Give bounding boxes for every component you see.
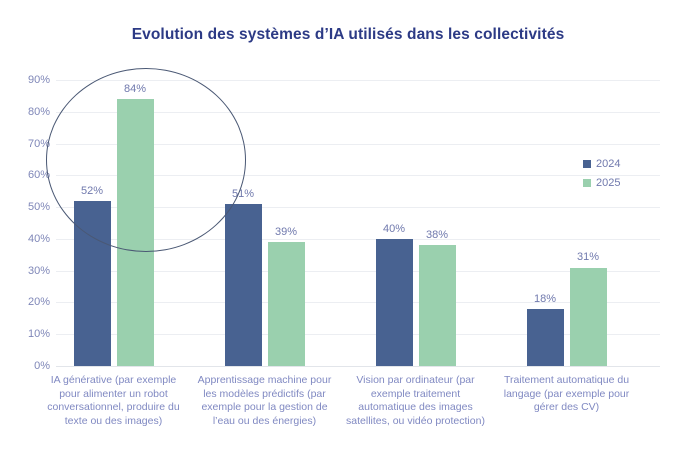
chart-title: Evolution des systèmes d’IA utilisés dan… xyxy=(131,26,565,43)
gridline xyxy=(56,302,660,304)
bar-2025-4 xyxy=(569,267,607,366)
bar-value-label: 18% xyxy=(533,292,557,305)
bar-2025-1 xyxy=(116,99,154,366)
bar-value-label: 51% xyxy=(231,187,255,200)
plot-area: 0% 10% 20% 30% 40% 50% 60% 70% 80% 90% 52% 84% 51% 39… xyxy=(28,74,660,372)
y-axis-tick-label: 80% xyxy=(27,105,50,118)
gridline xyxy=(56,334,660,336)
y-axis-tick-label: 30% xyxy=(27,264,50,277)
y-axis-tick-label: 40% xyxy=(27,232,50,245)
legend-item-2024[interactable]: 2024 xyxy=(583,158,620,170)
y-axis-tick-label: 10% xyxy=(27,328,50,341)
gridline xyxy=(56,111,660,113)
bar-value-label: 38% xyxy=(425,229,449,242)
y-axis-tick-label: 70% xyxy=(27,137,50,150)
gridline xyxy=(56,143,660,145)
bar-value-label: 84% xyxy=(123,83,147,96)
y-axis-tick-label: 90% xyxy=(27,74,50,86)
gridline xyxy=(56,80,660,81)
y-axis-tick-label: 0% xyxy=(34,360,50,372)
legend-label: 2024 xyxy=(596,158,621,170)
bar-value-label: 52% xyxy=(80,184,104,197)
y-axis-tick-label: 50% xyxy=(27,201,50,214)
bar-2024-3 xyxy=(375,238,413,366)
bar-2024-2 xyxy=(224,203,262,366)
category-label-2: Apprentissage machine pour les modèles p… xyxy=(197,374,332,427)
bar-2025-3 xyxy=(418,245,456,366)
category-label-4: Traitement automatique du langage (par e… xyxy=(503,374,630,413)
legend-swatch-icon xyxy=(583,179,591,187)
bar-value-label: 39% xyxy=(274,226,298,239)
category-label-1: IA générative (par exemple pour alimente… xyxy=(47,374,180,427)
bar-2025-2 xyxy=(267,242,305,366)
bar-2024-1 xyxy=(73,200,111,366)
gridline xyxy=(56,175,660,177)
gridline xyxy=(56,270,660,272)
y-axis-tick-label: 60% xyxy=(27,169,50,182)
gridline xyxy=(56,366,660,367)
bar-2024-4 xyxy=(526,308,564,366)
legend-swatch-icon xyxy=(583,160,591,168)
bar-value-label: 40% xyxy=(382,222,406,235)
chart-legend: 2024 2025 xyxy=(583,158,620,189)
gridline xyxy=(56,238,660,240)
bar-value-label: 31% xyxy=(576,251,600,264)
category-label-3: Vision par ordinateur (par exemple trait… xyxy=(346,374,485,427)
gridline xyxy=(56,207,660,209)
legend-label: 2025 xyxy=(596,177,621,189)
y-axis-tick-label: 20% xyxy=(27,296,50,309)
legend-item-2025[interactable]: 2025 xyxy=(583,177,620,189)
